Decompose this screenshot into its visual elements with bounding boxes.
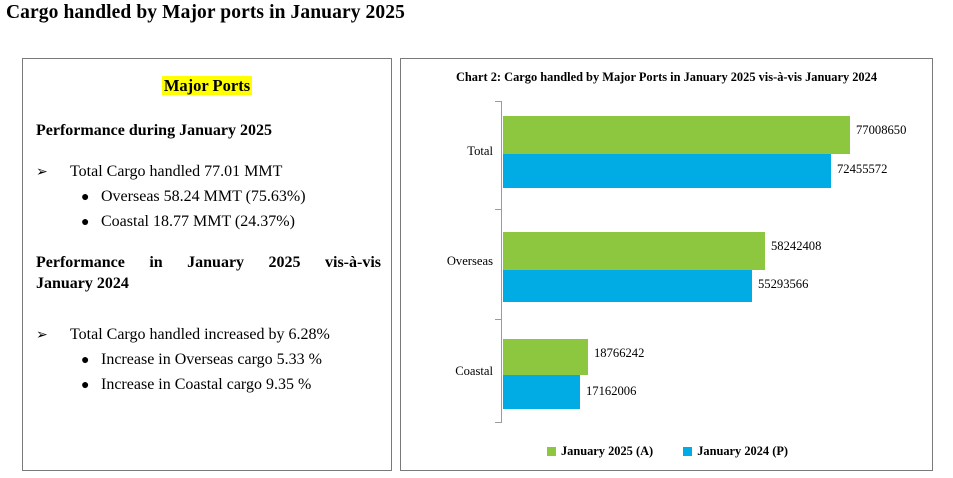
bar-overseas-january-2025[interactable] [503,232,765,270]
content-table: Major Ports Performance during January 2… [22,58,933,471]
category-label-coastal: Coastal [455,364,493,378]
arrow-bullet-icon: ➢ [36,328,48,343]
legend-swatch-icon [546,447,556,456]
axis-tick [495,422,501,424]
bullet-coastal-increase-text: Increase in Coastal cargo 9.35 % [101,376,312,393]
chart-plot-area: Total 77008650 72455572 Overseas 5824240… [401,97,934,437]
chart-legend: January 2025 (A) January 2024 (P) [401,444,934,459]
major-ports-heading-text: Major Ports [161,76,253,95]
category-axis-line [501,101,503,423]
bar-label-overseas-january-2024: 55293566 [758,277,809,291]
dot-bullet-icon: ● [81,190,90,205]
bar-coastal-january-2024[interactable] [503,375,580,409]
bullet-overseas-2025: ● Overseas 58.24 MMT (75.63%) [81,187,401,208]
legend-swatch-icon [683,447,693,456]
legend-item-january-2024[interactable]: January 2024 (P) [683,444,788,459]
bar-label-overseas-january-2025: 58242408 [771,239,822,253]
bullet-overseas-increase: ● Increase in Overseas cargo 5.33 % [81,350,401,371]
axis-tick [495,209,501,211]
bullet-coastal-increase: ● Increase in Coastal cargo 9.35 % [81,375,401,396]
category-label-total: Total [467,144,493,158]
major-ports-heading: Major Ports [23,76,391,96]
arrow-bullet-icon: ➢ [36,165,48,180]
bar-group-coastal: Coastal 18766242 17162006 [401,317,934,427]
legend-item-january-2025[interactable]: January 2025 (A) [546,444,654,459]
chart-title: Chart 2: Cargo handled by Major Ports in… [455,70,878,84]
bullet-overseas-increase-text: Increase in Overseas cargo 5.33 % [101,351,322,368]
section-heading-performance-2025: Performance during January 2025 [36,122,272,139]
summary-panel: Major Ports Performance during January 2… [22,58,392,471]
category-label-overseas: Overseas [446,254,493,268]
section-heading-line-1: Performance in January 2025 vis-à-vis [36,254,381,271]
dot-bullet-icon: ● [81,215,90,230]
dot-bullet-icon: ● [81,353,90,368]
bar-coastal-january-2025[interactable] [503,339,588,375]
bullet-total-cargo-increase: ➢ Total Cargo handled increased by 6.28% [36,325,386,346]
bar-group-overseas: Overseas 58242408 55293566 [401,207,934,317]
bullet-total-cargo-2025-text: Total Cargo handled 77.01 MMT [70,163,283,180]
bar-label-total-january-2024: 72455572 [837,162,888,176]
bar-group-total: Total 77008650 72455572 [401,97,934,207]
axis-tick [495,319,501,321]
dot-bullet-icon: ● [81,378,90,393]
bar-overseas-january-2024[interactable] [503,270,752,302]
section-heading-line-2: January 2024 [36,275,129,293]
bar-label-total-january-2025: 77008650 [856,123,907,137]
bar-total-january-2025[interactable] [503,116,850,154]
bar-total-january-2024[interactable] [503,154,831,188]
bullet-overseas-2025-text: Overseas 58.24 MMT (75.63%) [101,188,306,205]
bullet-coastal-2025: ● Coastal 18.77 MMT (24.37%) [81,212,401,233]
bullet-total-cargo-increase-text: Total Cargo handled increased by 6.28% [70,326,330,343]
page-title: Cargo handled by Major ports in January … [6,2,405,23]
legend-label-january-2025: January 2025 (A) [560,444,654,458]
chart-panel: Chart 2: Cargo handled by Major Ports in… [400,58,933,471]
bullet-coastal-2025-text: Coastal 18.77 MMT (24.37%) [101,213,295,230]
section-heading-performance-vis-a-vis: Performance in January 2025 vis-à-vis Ja… [36,252,381,295]
bar-label-coastal-january-2024: 17162006 [586,384,637,398]
legend-label-january-2024: January 2024 (P) [697,444,789,458]
axis-tick [495,101,501,103]
bar-label-coastal-january-2025: 18766242 [594,346,645,360]
bullet-total-cargo-2025: ➢ Total Cargo handled 77.01 MMT [36,162,386,183]
